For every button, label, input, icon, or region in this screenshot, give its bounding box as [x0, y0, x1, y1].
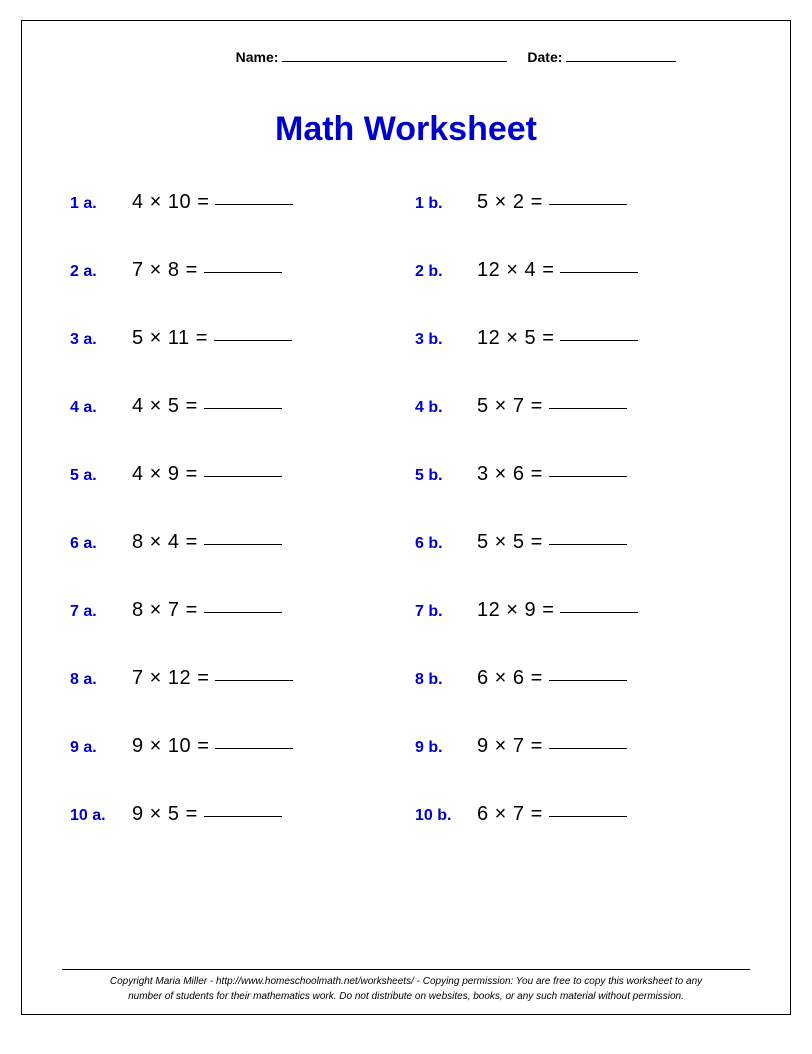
problem-9b: 9 b.9 × 7 = [415, 735, 750, 758]
date-blank[interactable] [566, 61, 676, 62]
problem-expression: 12 × 5 = [477, 327, 554, 350]
problem-10a: 10 a.9 × 5 = [70, 803, 405, 826]
problem-label: 1 a. [70, 195, 132, 213]
problem-2b: 2 b.12 × 4 = [415, 259, 750, 282]
problem-expression: 5 × 11 = [132, 327, 208, 350]
answer-blank[interactable] [549, 476, 627, 477]
problem-expression: 5 × 2 = [477, 191, 543, 214]
problem-expression: 5 × 7 = [477, 395, 543, 418]
problem-5b: 5 b.3 × 6 = [415, 463, 750, 486]
problem-expression: 9 × 5 = [132, 803, 198, 826]
problem-label: 9 a. [70, 739, 132, 757]
problem-expression: 6 × 6 = [477, 667, 543, 690]
answer-blank[interactable] [549, 408, 627, 409]
worksheet-title: Math Worksheet [62, 110, 750, 149]
answer-blank[interactable] [549, 680, 627, 681]
problem-expression: 4 × 10 = [132, 191, 209, 214]
answer-blank[interactable] [560, 272, 638, 273]
problem-6a: 6 a.8 × 4 = [70, 531, 405, 554]
problem-expression: 9 × 7 = [477, 735, 543, 758]
problem-label: 6 a. [70, 535, 132, 553]
answer-blank[interactable] [549, 204, 627, 205]
problem-label: 3 b. [415, 331, 477, 349]
name-blank[interactable] [282, 61, 507, 62]
problem-expression: 4 × 9 = [132, 463, 198, 486]
problem-2a: 2 a.7 × 8 = [70, 259, 405, 282]
problem-4b: 4 b.5 × 7 = [415, 395, 750, 418]
problem-9a: 9 a.9 × 10 = [70, 735, 405, 758]
problem-1b: 1 b.5 × 2 = [415, 191, 750, 214]
problem-expression: 8 × 4 = [132, 531, 198, 554]
answer-blank[interactable] [549, 544, 627, 545]
problem-label: 4 a. [70, 399, 132, 417]
problem-3b: 3 b.12 × 5 = [415, 327, 750, 350]
problem-label: 5 b. [415, 467, 477, 485]
answer-blank[interactable] [215, 204, 293, 205]
problems-grid: 1 a.4 × 10 = 1 b.5 × 2 = 2 a.7 × 8 = 2 b… [62, 191, 750, 826]
problem-4a: 4 a.4 × 5 = [70, 395, 405, 418]
problem-8a: 8 a.7 × 12 = [70, 667, 405, 690]
answer-blank[interactable] [204, 476, 282, 477]
problem-label: 8 b. [415, 671, 477, 689]
answer-blank[interactable] [560, 612, 638, 613]
date-field: Date: [527, 49, 676, 65]
copyright-footer: Copyright Maria Miller - http://www.home… [62, 969, 750, 1004]
name-field: Name: [236, 49, 508, 65]
problem-label: 10 b. [415, 807, 477, 825]
problem-label: 7 b. [415, 603, 477, 621]
problem-expression: 4 × 5 = [132, 395, 198, 418]
problem-expression: 9 × 10 = [132, 735, 209, 758]
problem-label: 2 b. [415, 263, 477, 281]
problem-expression: 7 × 8 = [132, 259, 198, 282]
problem-expression: 8 × 7 = [132, 599, 198, 622]
problem-label: 10 a. [70, 807, 132, 825]
problem-label: 9 b. [415, 739, 477, 757]
problem-label: 5 a. [70, 467, 132, 485]
answer-blank[interactable] [214, 340, 292, 341]
problem-6b: 6 b.5 × 5 = [415, 531, 750, 554]
answer-blank[interactable] [204, 816, 282, 817]
footer-line-1: Copyright Maria Miller - http://www.home… [62, 974, 750, 989]
problem-7b: 7 b.12 × 9 = [415, 599, 750, 622]
header-line: Name: Date: [62, 49, 750, 65]
problem-expression: 12 × 4 = [477, 259, 554, 282]
answer-blank[interactable] [549, 748, 627, 749]
problem-label: 6 b. [415, 535, 477, 553]
problem-8b: 8 b.6 × 6 = [415, 667, 750, 690]
problem-expression: 7 × 12 = [132, 667, 209, 690]
problem-label: 4 b. [415, 399, 477, 417]
problem-3a: 3 a.5 × 11 = [70, 327, 405, 350]
footer-line-2: number of students for their mathematics… [62, 989, 750, 1004]
answer-blank[interactable] [560, 340, 638, 341]
problem-expression: 3 × 6 = [477, 463, 543, 486]
problem-label: 2 a. [70, 263, 132, 281]
problem-expression: 5 × 5 = [477, 531, 543, 554]
name-label: Name: [236, 49, 279, 65]
answer-blank[interactable] [549, 816, 627, 817]
worksheet-page: Name: Date: Math Worksheet 1 a.4 × 10 = … [21, 20, 791, 1015]
problem-label: 1 b. [415, 195, 477, 213]
problem-1a: 1 a.4 × 10 = [70, 191, 405, 214]
answer-blank[interactable] [215, 748, 293, 749]
problem-label: 8 a. [70, 671, 132, 689]
answer-blank[interactable] [204, 272, 282, 273]
answer-blank[interactable] [204, 408, 282, 409]
answer-blank[interactable] [204, 612, 282, 613]
answer-blank[interactable] [204, 544, 282, 545]
answer-blank[interactable] [215, 680, 293, 681]
date-label: Date: [527, 49, 562, 65]
problem-7a: 7 a.8 × 7 = [70, 599, 405, 622]
problem-label: 7 a. [70, 603, 132, 621]
problem-expression: 6 × 7 = [477, 803, 543, 826]
problem-expression: 12 × 9 = [477, 599, 554, 622]
problem-5a: 5 a.4 × 9 = [70, 463, 405, 486]
problem-label: 3 a. [70, 331, 132, 349]
problem-10b: 10 b.6 × 7 = [415, 803, 750, 826]
